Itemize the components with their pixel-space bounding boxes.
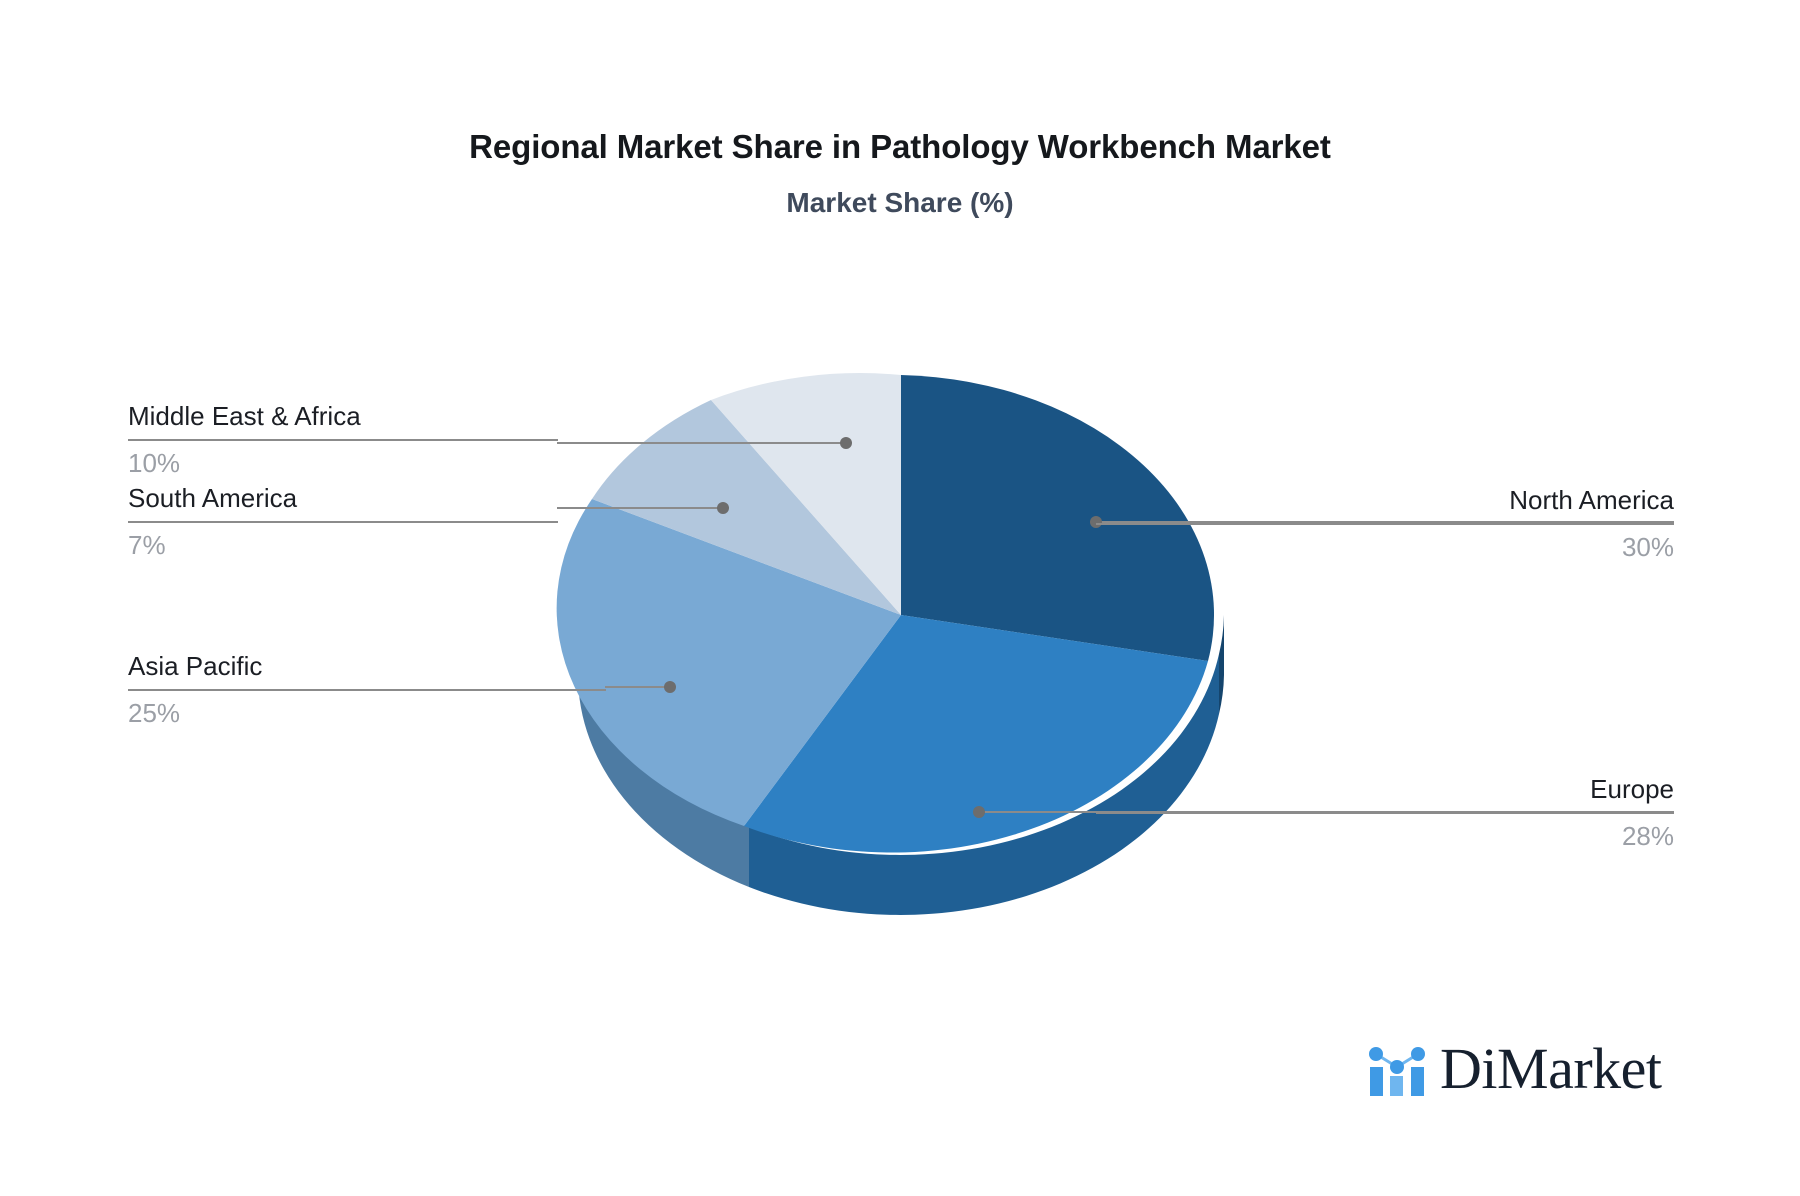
dimarket-bar-chart-icon xyxy=(1369,1047,1425,1096)
callout-label: North America xyxy=(1509,485,1674,515)
callout-underline xyxy=(1096,811,1674,814)
pie-slice-middle-east-africa[interactable] xyxy=(711,373,901,615)
callout-underline xyxy=(1096,522,1674,525)
pie-side-europe xyxy=(749,654,1219,915)
leader-dot-middle-east-africa xyxy=(840,437,852,449)
pie-slices xyxy=(556,373,1215,853)
callout-value: 10% xyxy=(128,447,181,478)
callout-value: 28% xyxy=(1621,820,1674,851)
pie-slice-europe[interactable] xyxy=(744,615,1208,853)
callout-label: Asia Pacific xyxy=(128,651,263,681)
leader-dot-europe xyxy=(973,806,985,818)
callout-value: 25% xyxy=(128,697,181,728)
pie-side-north-america xyxy=(1219,615,1224,714)
callout-underline xyxy=(128,688,606,691)
callout-label: Europe xyxy=(1590,774,1674,804)
callout-middle-east-africa[interactable]: Middle East & Africa 10% xyxy=(128,400,558,479)
pie-slice-asia-pacific[interactable] xyxy=(556,499,901,826)
callout-south-america[interactable]: South America 7% xyxy=(128,482,558,561)
callout-value: 30% xyxy=(1621,531,1674,562)
pie-side-asia-pacific xyxy=(577,615,749,887)
chart-subtitle: Market Share (%) xyxy=(786,186,1014,218)
callout-underline xyxy=(128,520,558,523)
logo-wordmark: DiMarket xyxy=(1440,1036,1662,1101)
title-block: Regional Market Share in Pathology Workb… xyxy=(0,128,1800,220)
callout-asia-pacific[interactable]: Asia Pacific 25% xyxy=(128,650,606,729)
callout-label: Middle East & Africa xyxy=(128,401,361,431)
chart-title: Regional Market Share in Pathology Workb… xyxy=(469,128,1331,165)
callout-underline xyxy=(128,438,558,441)
leader-dot-asia-pacific xyxy=(664,681,676,693)
pie-slice-north-america[interactable] xyxy=(901,375,1215,661)
callout-value: 7% xyxy=(128,529,166,560)
leader-dots xyxy=(664,437,1102,818)
leader-dot-north-america xyxy=(1090,516,1102,528)
leader-dot-south-america xyxy=(717,502,729,514)
callout-north-america[interactable]: North America 30% xyxy=(1096,484,1674,563)
dimarket-logo[interactable]: DiMarket xyxy=(1368,1040,1662,1098)
callout-europe[interactable]: Europe 28% xyxy=(1096,773,1674,852)
pie-slice-south-america[interactable] xyxy=(592,400,901,615)
pie-3d-sides xyxy=(577,615,1224,915)
callout-label: South America xyxy=(128,483,298,513)
